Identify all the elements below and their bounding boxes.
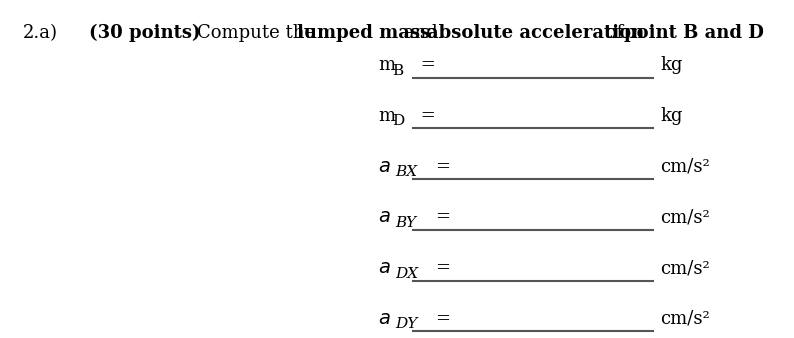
Text: kg: kg (661, 107, 683, 125)
Text: cm/s²: cm/s² (661, 310, 710, 328)
Text: absolute acceleration: absolute acceleration (427, 24, 644, 42)
Text: point B and D: point B and D (624, 24, 764, 42)
Text: $a$: $a$ (379, 158, 391, 176)
Text: D: D (392, 115, 405, 128)
Text: BX: BX (395, 165, 418, 179)
Text: .: . (735, 24, 741, 42)
Text: BY: BY (395, 216, 417, 230)
Text: B: B (392, 64, 403, 78)
Text: =: = (415, 107, 436, 125)
Text: cm/s²: cm/s² (661, 209, 710, 226)
Text: DX: DX (395, 267, 418, 281)
Text: of: of (600, 24, 629, 42)
Text: Compute the: Compute the (197, 24, 321, 42)
Text: cm/s²: cm/s² (661, 158, 710, 176)
Text: (30 points): (30 points) (89, 24, 200, 42)
Text: kg: kg (661, 56, 683, 74)
Text: =: = (435, 310, 449, 328)
Text: and: and (398, 24, 443, 42)
Text: =: = (435, 209, 449, 226)
Text: cm/s²: cm/s² (661, 259, 710, 277)
Text: $a$: $a$ (379, 310, 391, 328)
Text: m: m (379, 107, 395, 125)
Text: $a$: $a$ (379, 259, 391, 277)
Text: =: = (435, 158, 449, 176)
Text: m: m (379, 56, 395, 74)
Text: =: = (415, 56, 436, 74)
Text: DY: DY (395, 317, 418, 331)
Text: lumped mass: lumped mass (297, 24, 430, 42)
Text: $a$: $a$ (379, 209, 391, 226)
Text: =: = (435, 259, 449, 277)
Text: 2.a): 2.a) (23, 24, 58, 42)
